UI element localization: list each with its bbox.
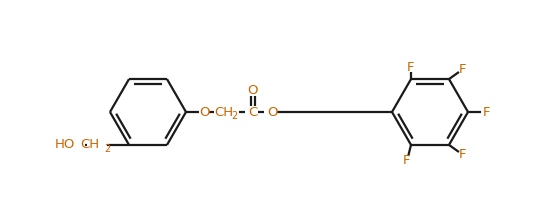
Text: CH: CH [80,138,99,151]
Text: 2: 2 [231,111,237,121]
Text: F: F [482,105,490,118]
Text: O: O [267,105,277,118]
Text: F: F [460,63,467,76]
Text: HO: HO [54,138,75,151]
Text: 2: 2 [104,144,110,154]
Text: F: F [404,154,411,167]
Text: O: O [199,105,209,118]
Text: F: F [407,61,414,74]
Text: O: O [248,83,258,97]
Text: C: C [248,105,257,118]
Text: F: F [460,149,467,161]
Text: CH: CH [215,105,233,118]
